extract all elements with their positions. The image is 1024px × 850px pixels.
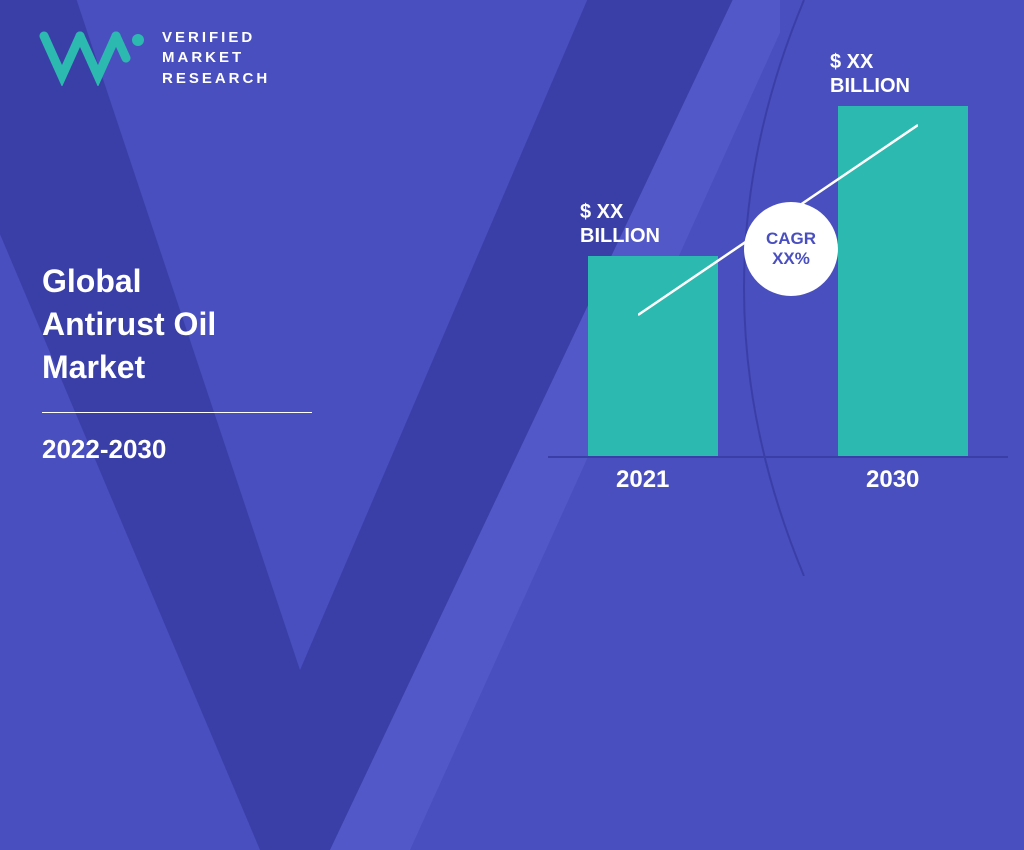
year-range: 2022-2030 bbox=[42, 434, 166, 465]
divider bbox=[42, 412, 312, 413]
logo-line3: RESEARCH bbox=[162, 69, 270, 89]
logo-mark-icon bbox=[38, 30, 148, 86]
cagr-line1: CAGR bbox=[766, 229, 816, 249]
bar-2021-value: $ XX BILLION bbox=[580, 200, 660, 248]
bar-chart: $ XX BILLION $ XX BILLION 2021 2030 CAGR… bbox=[548, 60, 1008, 490]
chart-baseline bbox=[548, 456, 1008, 458]
cagr-badge: CAGR XX% bbox=[744, 202, 838, 296]
logo-line2: MARKET bbox=[162, 48, 270, 68]
bar-2030: $ XX BILLION bbox=[838, 106, 968, 456]
title-line3: Market bbox=[42, 346, 216, 389]
cagr-line2: XX% bbox=[772, 249, 810, 269]
bar-2030-value: $ XX BILLION bbox=[830, 50, 910, 98]
bar-2021: $ XX BILLION bbox=[588, 256, 718, 456]
title-line1: Global bbox=[42, 260, 216, 303]
title-block: Global Antirust Oil Market bbox=[42, 260, 216, 390]
x-label-2021: 2021 bbox=[616, 466, 669, 494]
logo-line1: VERIFIED bbox=[162, 28, 270, 48]
x-label-2030: 2030 bbox=[866, 466, 919, 494]
title-line2: Antirust Oil bbox=[42, 303, 216, 346]
logo: VERIFIED MARKET RESEARCH bbox=[38, 28, 270, 89]
logo-text: VERIFIED MARKET RESEARCH bbox=[162, 28, 270, 89]
